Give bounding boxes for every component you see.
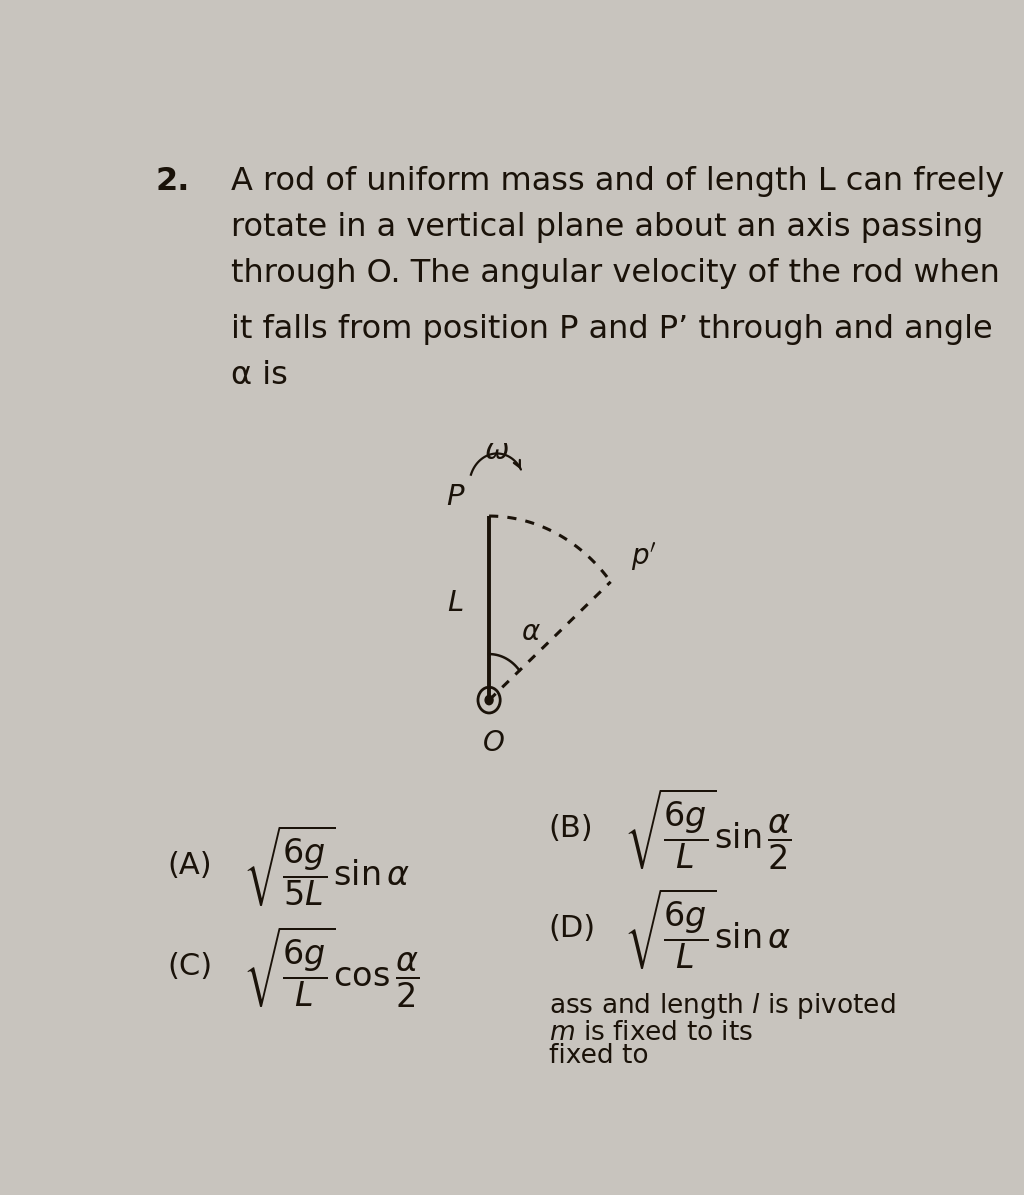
Text: $\sqrt{\dfrac{6g}{5L}}\sin\alpha$: $\sqrt{\dfrac{6g}{5L}}\sin\alpha$ — [243, 823, 411, 908]
Text: (D): (D) — [549, 914, 596, 943]
Text: $P$: $P$ — [445, 484, 465, 511]
Text: $O$: $O$ — [481, 729, 505, 756]
Text: (A): (A) — [168, 851, 212, 881]
Text: $\sqrt{\dfrac{6g}{L}}\cos\dfrac{\alpha}{2}$: $\sqrt{\dfrac{6g}{L}}\cos\dfrac{\alpha}{… — [243, 925, 419, 1010]
Text: ass and length $l$ is pivoted: ass and length $l$ is pivoted — [549, 991, 895, 1021]
Circle shape — [485, 695, 494, 705]
Text: it falls from position P and P’ through and angle: it falls from position P and P’ through … — [231, 313, 993, 344]
Text: A rod of uniform mass and of length L can freely: A rod of uniform mass and of length L ca… — [231, 166, 1005, 197]
Text: $p'$: $p'$ — [631, 540, 656, 572]
Text: $m$ is fixed to its: $m$ is fixed to its — [549, 1021, 753, 1046]
Text: (B): (B) — [549, 815, 593, 844]
Text: rotate in a vertical plane about an axis passing: rotate in a vertical plane about an axis… — [231, 213, 983, 244]
Text: α is: α is — [231, 360, 288, 391]
Text: (C): (C) — [168, 952, 213, 981]
Text: 2.: 2. — [156, 166, 190, 197]
Text: fixed to: fixed to — [549, 1043, 648, 1070]
Text: $\sqrt{\dfrac{6g}{L}}\sin\alpha$: $\sqrt{\dfrac{6g}{L}}\sin\alpha$ — [624, 885, 792, 970]
Text: $\alpha$: $\alpha$ — [520, 619, 541, 646]
Text: $\omega$: $\omega$ — [484, 437, 510, 466]
Text: $\sqrt{\dfrac{6g}{L}}\sin\dfrac{\alpha}{2}$: $\sqrt{\dfrac{6g}{L}}\sin\dfrac{\alpha}{… — [624, 786, 792, 871]
Text: through O. The angular velocity of the rod when: through O. The angular velocity of the r… — [231, 258, 1000, 289]
Text: $L$: $L$ — [447, 589, 464, 618]
